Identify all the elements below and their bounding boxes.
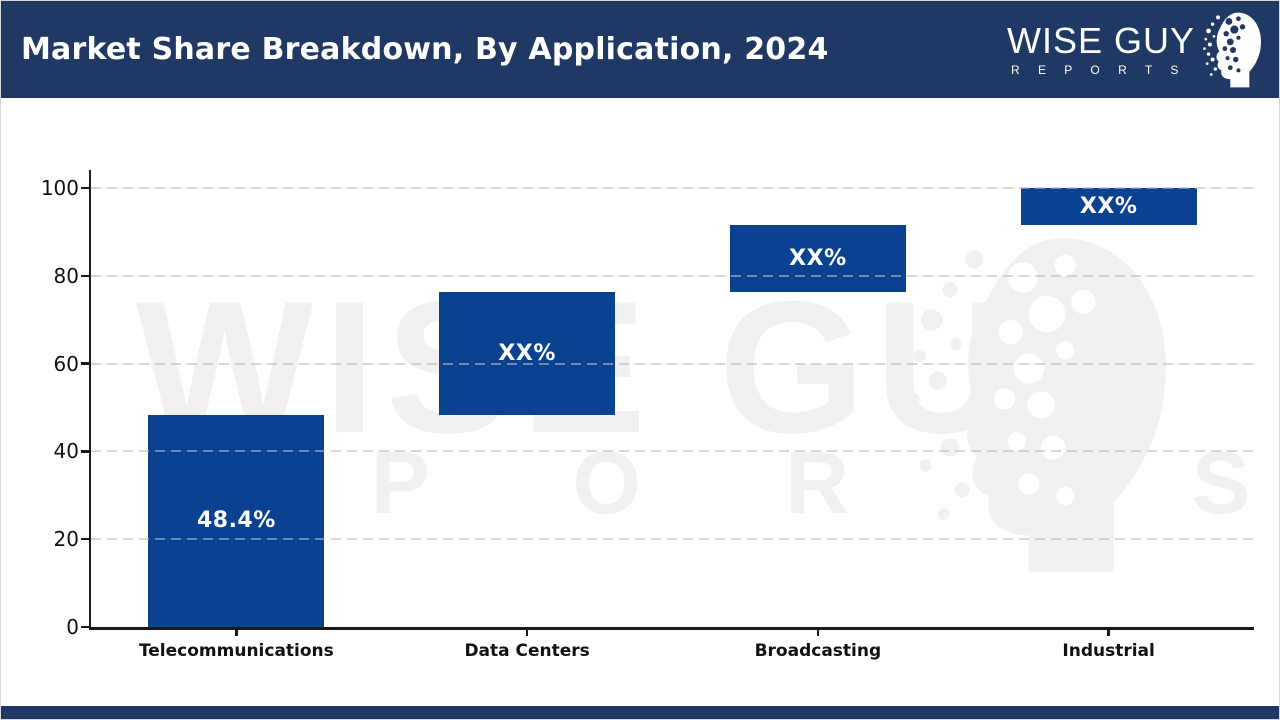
x-axis-label-broadcasting: Broadcasting	[754, 641, 882, 661]
gridline-60	[91, 362, 1254, 365]
y-tick-mark-20	[81, 537, 91, 541]
bar-broadcasting: XX%	[729, 225, 906, 292]
y-tick-mark-100	[81, 186, 91, 190]
bar-telecommunications: 48.4%	[148, 414, 325, 627]
logo-reports-text: R E P O R T S	[1010, 62, 1186, 77]
x-axis-label-industrial: Industrial	[1062, 641, 1155, 661]
gridline-40	[91, 450, 1254, 453]
page-title: Market Share Breakdown, By Application, …	[21, 32, 829, 67]
bar-data-centers: XX%	[439, 291, 616, 415]
logo-wordmark: WISE GUY	[1006, 19, 1195, 61]
y-tick-label-80: 80	[53, 263, 79, 288]
y-tick-label-60: 60	[53, 351, 79, 376]
x-tick-mark-broadcasting	[816, 627, 820, 636]
header: Market Share Breakdown, By Application, …	[1, 1, 1279, 98]
y-tick-label-40: 40	[53, 439, 79, 464]
x-tick-mark-telecommunications	[235, 627, 238, 636]
bar-value-label-telecommunications: 48.4%	[196, 508, 276, 534]
logo-head-icon	[1203, 12, 1261, 87]
y-tick-mark-0	[81, 625, 91, 629]
bar-value-label-broadcasting: XX%	[789, 245, 847, 271]
x-axis-label-telecommunications: Telecommunications	[138, 641, 334, 661]
bar-value-label-industrial: XX%	[1079, 194, 1138, 220]
bar-industrial: XX%	[1020, 188, 1197, 226]
gridline-100	[91, 187, 1254, 189]
y-tick-mark-40	[81, 450, 91, 453]
x-tick-mark-data-centers	[525, 627, 529, 636]
gridline-80	[91, 274, 1254, 277]
y-tick-mark-60	[81, 362, 91, 365]
gridline-20	[91, 538, 1254, 541]
brand-logo-text: WISE GUY R E P O R T S	[1006, 19, 1195, 77]
y-tick-label-0: 0	[66, 615, 79, 639]
x-tick-mark-industrial	[1107, 627, 1110, 636]
y-tick-label-100: 100	[40, 176, 79, 200]
x-axis-line	[88, 627, 1254, 630]
brand-logo: WISE GUY R E P O R T S	[1007, 9, 1267, 91]
footer-bar	[1, 706, 1279, 719]
x-axis-label-data-centers: Data Centers	[464, 641, 590, 661]
bar-value-label-data-centers: XX%	[498, 340, 556, 366]
y-tick-mark-80	[81, 274, 91, 278]
y-tick-label-20: 20	[53, 527, 79, 552]
y-axis-line	[88, 170, 91, 630]
